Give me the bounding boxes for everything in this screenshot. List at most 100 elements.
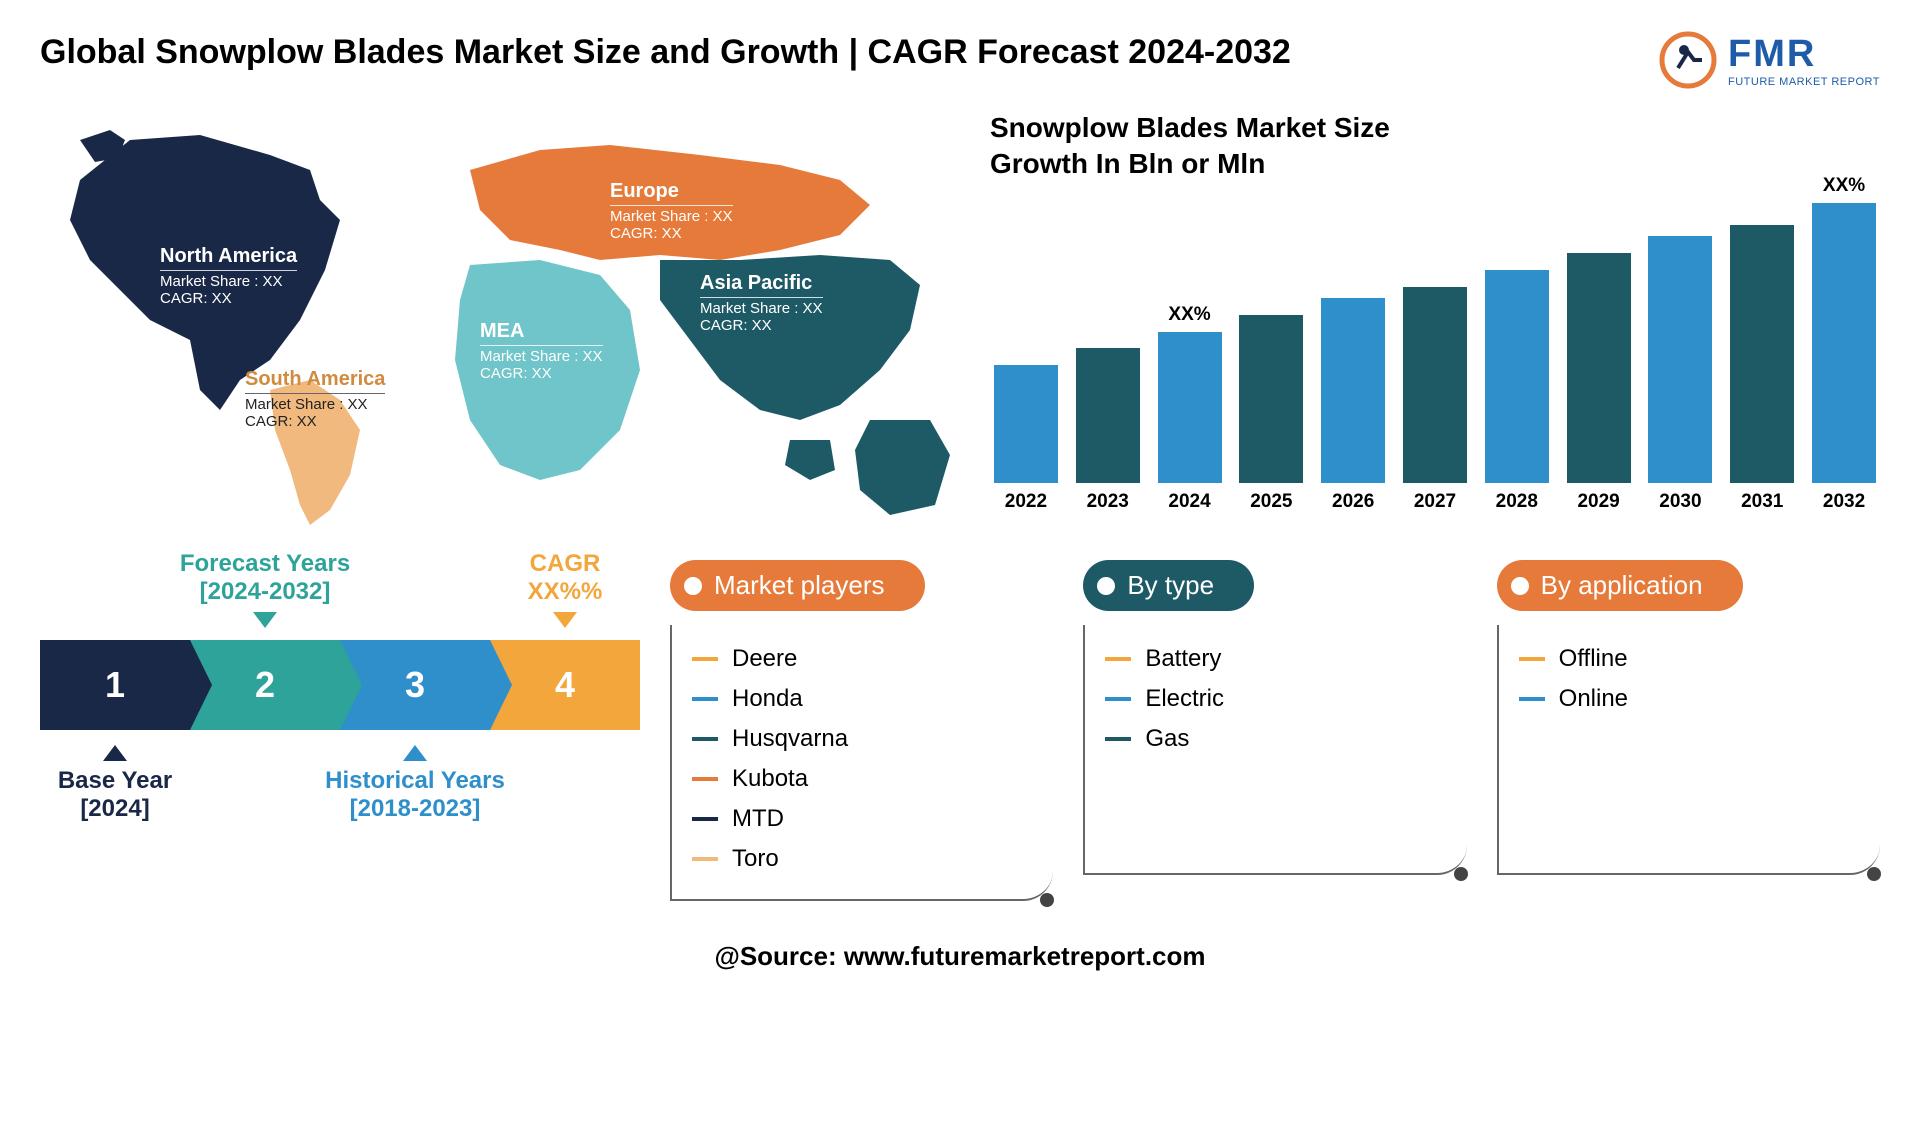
bar-label-2032: 2032 bbox=[1823, 491, 1865, 513]
cat-item-label: Deere bbox=[732, 645, 797, 673]
region-na-cagr: CAGR: XX bbox=[160, 290, 232, 307]
cat-item: Electric bbox=[1105, 679, 1446, 719]
region-mea-share: Market Share : XX bbox=[480, 348, 603, 365]
bar-2029 bbox=[1567, 253, 1631, 483]
cagr-label: CAGR bbox=[530, 550, 601, 577]
growth-chart: Snowplow Blades Market Size Growth In Bl… bbox=[990, 110, 1880, 530]
bar-2032: XX% bbox=[1812, 203, 1876, 483]
bar-label-2025: 2025 bbox=[1250, 491, 1292, 513]
bar-2025 bbox=[1239, 315, 1303, 483]
bar-2024: XX% bbox=[1158, 332, 1222, 483]
market-players-col: Market players Deere Honda Husqvarna Kubota… bbox=[670, 560, 1053, 901]
bar-label-2028: 2028 bbox=[1496, 491, 1538, 513]
base-label: Base Year bbox=[58, 767, 172, 794]
cat-item-label: Kubota bbox=[732, 765, 808, 793]
cat-item-label: Honda bbox=[732, 685, 803, 713]
bar-label-2029: 2029 bbox=[1577, 491, 1619, 513]
cat-item: Honda bbox=[692, 679, 1033, 719]
cat-item: Offline bbox=[1519, 639, 1860, 679]
color-swatch bbox=[692, 777, 718, 781]
timeline-seg-2: 2 bbox=[190, 640, 340, 730]
bar-2027 bbox=[1403, 287, 1467, 483]
cat-item-label: Electric bbox=[1145, 685, 1224, 713]
bar-2030 bbox=[1648, 236, 1712, 482]
timeline-seg-1: 1 bbox=[40, 640, 190, 730]
bar-label-2026: 2026 bbox=[1332, 491, 1374, 513]
cagr-sub: XX%% bbox=[528, 578, 603, 605]
cat-item-label: Battery bbox=[1145, 645, 1221, 673]
region-mea-cagr: CAGR: XX bbox=[480, 365, 552, 382]
forecast-sub: [2024-2032] bbox=[200, 578, 331, 605]
bar-label-2031: 2031 bbox=[1741, 491, 1783, 513]
region-eu-cagr: CAGR: XX bbox=[610, 225, 682, 242]
bar-label-2023: 2023 bbox=[1087, 491, 1129, 513]
color-swatch bbox=[1105, 697, 1131, 701]
brand-logo: FMR FUTURE MARKET REPORT bbox=[1658, 30, 1880, 90]
cat-item: Deere bbox=[692, 639, 1033, 679]
cat-item: Kubota bbox=[692, 759, 1033, 799]
bar-2028 bbox=[1485, 270, 1549, 483]
historical-label: Historical Years bbox=[325, 767, 505, 794]
timeline: Forecast Years [2024-2032] CAGR XX%% 123… bbox=[40, 560, 640, 730]
bar-2026 bbox=[1321, 298, 1385, 483]
region-sa-name: South America bbox=[245, 368, 385, 391]
bar-2023 bbox=[1076, 348, 1140, 482]
cat-item: Husqvarna bbox=[692, 719, 1033, 759]
color-swatch bbox=[692, 697, 718, 701]
by-type-title: By type bbox=[1127, 570, 1214, 601]
cat-item: MTD bbox=[692, 799, 1033, 839]
logo-icon bbox=[1658, 30, 1718, 90]
cat-item-label: Toro bbox=[732, 845, 779, 873]
market-players-title: Market players bbox=[714, 570, 885, 601]
timeline-seg-3: 3 bbox=[340, 640, 490, 730]
color-swatch bbox=[692, 737, 718, 741]
region-ap-name: Asia Pacific bbox=[700, 272, 823, 295]
by-application-col: By application Offline Online bbox=[1497, 560, 1880, 875]
color-swatch bbox=[1519, 657, 1545, 661]
source-line: @Source: www.futuremarketreport.com bbox=[40, 941, 1880, 972]
base-sub: [2024] bbox=[80, 795, 149, 822]
bar-label-2022: 2022 bbox=[1005, 491, 1047, 513]
bar-annot-2032: XX% bbox=[1823, 175, 1865, 197]
by-type-col: By type Battery Electric Gas bbox=[1083, 560, 1466, 875]
bar-2022 bbox=[994, 365, 1058, 483]
region-na-share: Market Share : XX bbox=[160, 273, 283, 290]
region-ap-cagr: CAGR: XX bbox=[700, 317, 772, 334]
bar-label-2027: 2027 bbox=[1414, 491, 1456, 513]
region-mea-name: MEA bbox=[480, 320, 603, 343]
cat-item-label: Gas bbox=[1145, 725, 1189, 753]
bar-label-2030: 2030 bbox=[1659, 491, 1701, 513]
by-application-title: By application bbox=[1541, 570, 1703, 601]
color-swatch bbox=[692, 657, 718, 661]
cat-item: Gas bbox=[1105, 719, 1446, 759]
chart-title: Snowplow Blades Market Size Growth In Bl… bbox=[990, 110, 1410, 183]
color-swatch bbox=[692, 817, 718, 821]
logo-text-main: FMR bbox=[1728, 33, 1880, 76]
cat-item-label: Online bbox=[1559, 685, 1628, 713]
logo-text-sub: FUTURE MARKET REPORT bbox=[1728, 76, 1880, 88]
cat-item-label: Offline bbox=[1559, 645, 1628, 673]
bar-2031 bbox=[1730, 225, 1794, 483]
region-eu-share: Market Share : XX bbox=[610, 208, 733, 225]
timeline-seg-4: 4 bbox=[490, 640, 640, 730]
forecast-label: Forecast Years bbox=[180, 550, 350, 577]
region-ap-share: Market Share : XX bbox=[700, 300, 823, 317]
page-title: Global Snowplow Blades Market Size and G… bbox=[40, 30, 1291, 74]
color-swatch bbox=[692, 857, 718, 861]
region-eu-name: Europe bbox=[610, 180, 733, 203]
region-sa-cagr: CAGR: XX bbox=[245, 413, 317, 430]
color-swatch bbox=[1519, 697, 1545, 701]
bar-label-2024: 2024 bbox=[1168, 491, 1210, 513]
cat-item-label: Husqvarna bbox=[732, 725, 848, 753]
bar-annot-2024: XX% bbox=[1168, 304, 1210, 326]
region-sa-share: Market Share : XX bbox=[245, 396, 368, 413]
region-na-name: North America bbox=[160, 245, 297, 268]
color-swatch bbox=[1105, 657, 1131, 661]
color-swatch bbox=[1105, 737, 1131, 741]
cat-item: Online bbox=[1519, 679, 1860, 719]
historical-sub: [2018-2023] bbox=[350, 795, 481, 822]
world-map: North America Market Share : XX CAGR: XX… bbox=[40, 110, 960, 530]
cat-item: Toro bbox=[692, 839, 1033, 879]
cat-item-label: MTD bbox=[732, 805, 784, 833]
cat-item: Battery bbox=[1105, 639, 1446, 679]
